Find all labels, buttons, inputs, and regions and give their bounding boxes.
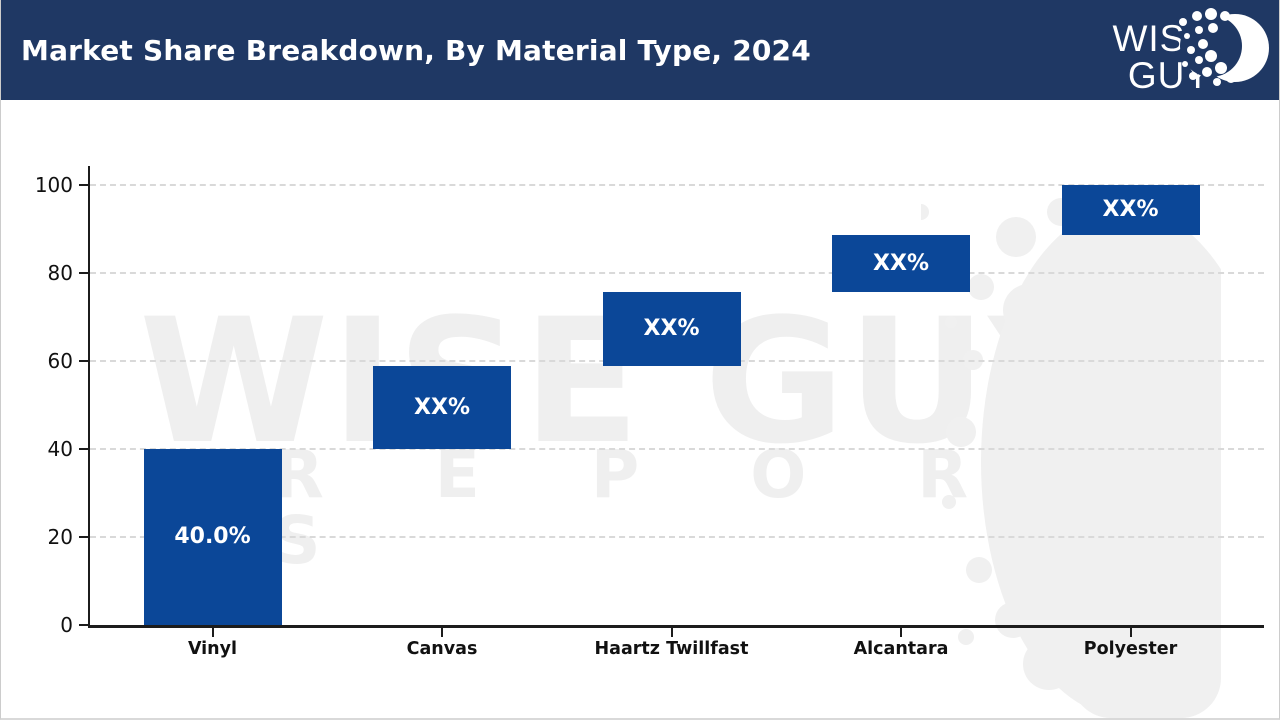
bar-canvas <box>373 366 511 449</box>
x-label-alcantara: Alcantara <box>853 639 949 659</box>
x-axis-line <box>88 625 1264 628</box>
x-tick-1 <box>441 628 443 637</box>
x-label-polyester: Polyester <box>1083 639 1178 659</box>
y-tick-label-60: 60 <box>47 349 73 373</box>
gridline-20 <box>90 536 1264 538</box>
bar-label-alcantara: XX% <box>873 250 929 276</box>
bar-haartz-twillfast <box>602 292 741 367</box>
logo-head-icon <box>1179 8 1269 86</box>
x-tick-3 <box>900 628 902 637</box>
x-label-haartz-twillfast: Haartz Twillfast <box>594 639 749 659</box>
x-label-canvas: Canvas <box>406 639 478 659</box>
x-tick-2 <box>670 628 673 637</box>
bar-vinyl <box>143 449 282 625</box>
gridline-100 <box>90 184 1264 186</box>
x-tick-4 <box>1129 628 1132 637</box>
bar-label-canvas: XX% <box>414 394 470 420</box>
bar-label-vinyl: 40.0% <box>174 524 251 549</box>
y-tick-label-100: 100 <box>34 173 73 197</box>
y-tick-label-80: 80 <box>47 261 73 285</box>
y-tick-label-40: 40 <box>47 437 73 461</box>
chart-title: Market Share Breakdown, By Material Type… <box>21 33 811 67</box>
bar-label-polyester: XX% <box>1102 197 1159 223</box>
plot: 40.0% XX% XX% XX% XX% 0 20 40 60 80 100 Vinyl Canvas… <box>1 100 1279 718</box>
y-tick-0 <box>79 624 88 626</box>
gridline-40 <box>90 448 1264 450</box>
bar-alcantara <box>832 235 970 293</box>
y-tick-label-20: 20 <box>47 525 73 549</box>
gridline-80 <box>90 272 1264 274</box>
bar-label-haartz-twillfast: XX% <box>643 316 700 342</box>
y-axis-line <box>88 166 90 628</box>
header: Market Share Breakdown, By Material Type… <box>1 0 1279 126</box>
y-tick-100 <box>79 184 88 186</box>
x-label-vinyl: Vinyl <box>187 639 238 659</box>
x-tick-0 <box>211 628 214 637</box>
y-tick-label-0: 0 <box>60 613 73 637</box>
y-tick-40 <box>79 448 88 450</box>
y-tick-20 <box>79 536 88 538</box>
chart-area: WISE GUY R E P O R T S 40.0% XX% XX% XX% XX%… <box>1 100 1279 718</box>
y-tick-80 <box>79 272 88 274</box>
y-tick-60 <box>79 360 88 362</box>
wise-guy-logo: WISE GUY R E P O R T S <box>1019 6 1269 126</box>
